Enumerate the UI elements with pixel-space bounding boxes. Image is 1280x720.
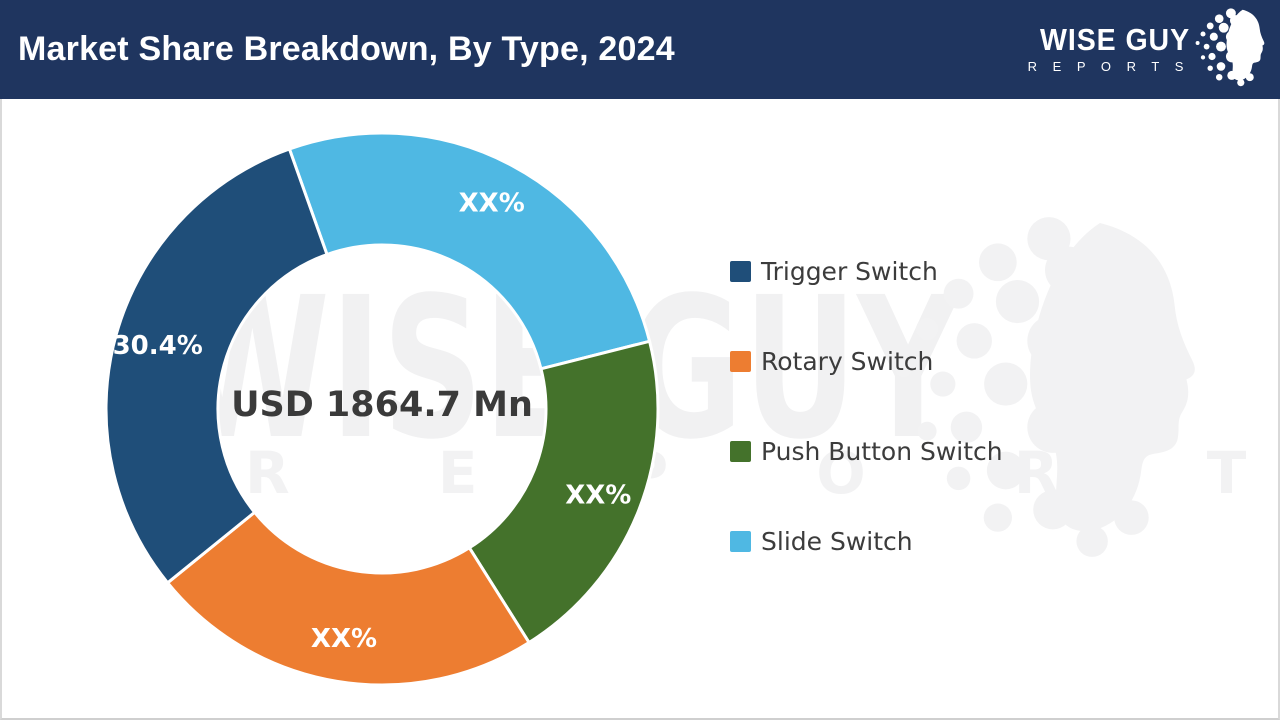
logo-subtitle: R E P O R T S [1027, 58, 1190, 74]
legend-swatch-push-button-switch [730, 440, 751, 462]
legend-label-push-button-switch: Push Button Switch [761, 436, 1003, 466]
header-bar: Market Share Breakdown, By Type, 2024 WI… [0, 0, 1280, 99]
legend-swatch-rotary-switch [730, 350, 751, 372]
legend-item-slide-switch: Slide Switch [730, 526, 1003, 556]
donut-slice-slide-switch [287, 131, 652, 371]
legend-label-rotary-switch: Rotary Switch [761, 346, 934, 376]
slice-label-trigger-switch: 30.4% [113, 331, 203, 361]
donut-slice-trigger-switch [104, 147, 329, 585]
legend-item-rotary-switch: Rotary Switch [730, 346, 1003, 376]
legend-label-slide-switch: Slide Switch [761, 526, 913, 556]
wise-guy-reports-logo: WISE GUY R E P O R T S [1027, 7, 1268, 88]
donut-chart: XX% XX% XX% 30.4% [104, 131, 660, 687]
logo-face-icon [1192, 7, 1268, 88]
legend-swatch-trigger-switch [730, 260, 751, 282]
logo-text: WISE GUY R E P O R T S [1027, 22, 1190, 74]
legend-item-trigger-switch: Trigger Switch [730, 256, 1003, 286]
chart-area: WISE GUY R E P O R T S XX%XX%XX%30.4% US… [0, 99, 1280, 720]
donut-center-value: USD 1864.7 Mn [231, 385, 533, 425]
slice-label-push-button-switch: XX% [565, 481, 631, 511]
chart-legend: Trigger Switch Rotary Switch Push Button… [730, 256, 1003, 616]
legend-label-trigger-switch: Trigger Switch [761, 256, 938, 286]
legend-item-push-button-switch: Push Button Switch [730, 436, 1003, 466]
legend-swatch-slide-switch [730, 530, 751, 552]
logo-wordmark: WISE GUY [1040, 21, 1190, 57]
page-title: Market Share Breakdown, By Type, 2024 [18, 30, 675, 68]
slice-label-rotary-switch: XX% [311, 624, 377, 654]
donut-slice-rotary-switch [166, 510, 531, 687]
slice-label-slide-switch: XX% [459, 189, 525, 219]
donut-slice-push-button-switch [467, 339, 660, 645]
